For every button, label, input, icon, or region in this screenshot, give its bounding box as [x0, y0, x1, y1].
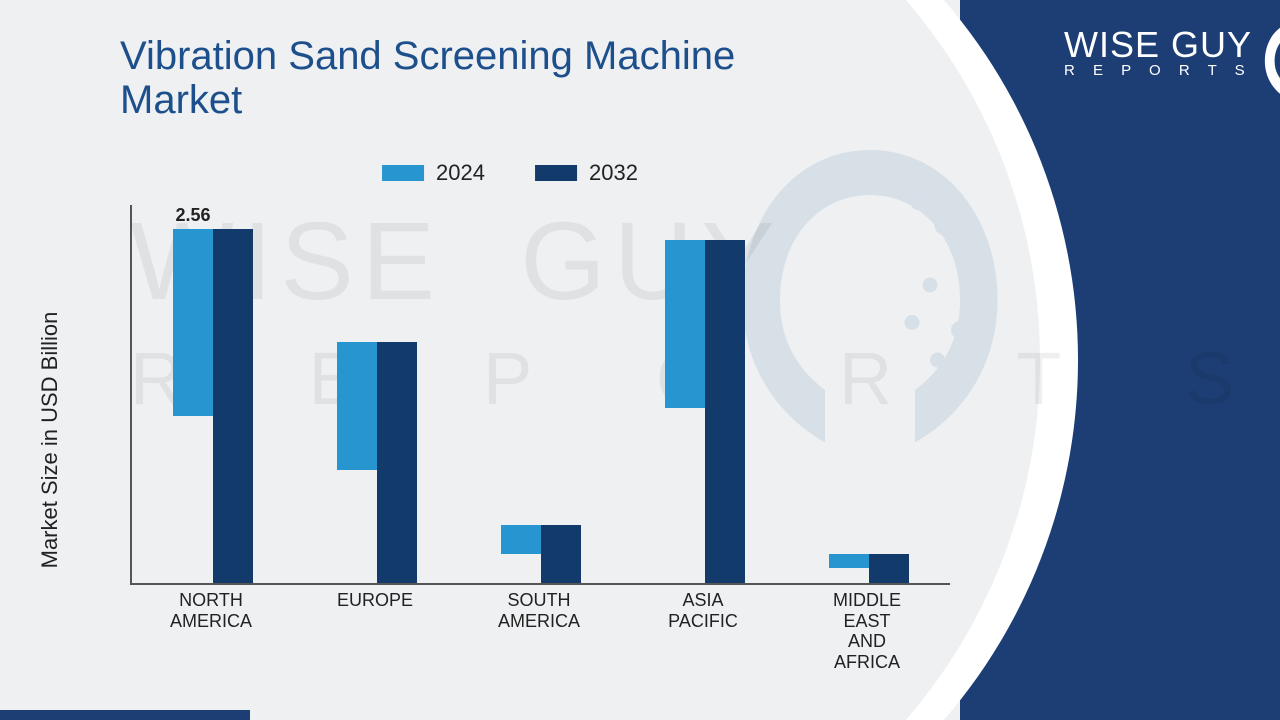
legend-swatch-2032: [535, 165, 577, 181]
legend-label-2024: 2024: [436, 160, 485, 186]
page: WISE GUY R E P O R T S Vibration Sand Sc…: [0, 0, 1280, 720]
legend-swatch-2024: [382, 165, 424, 181]
category-label: EUROPE: [310, 590, 440, 611]
legend-label-2032: 2032: [589, 160, 638, 186]
bar-2024: [337, 342, 377, 470]
category-label: ASIAPACIFIC: [638, 590, 768, 631]
legend-item-2024: 2024: [382, 160, 485, 186]
bar-2024: [829, 554, 869, 569]
bar-2024: [665, 240, 705, 408]
bar-2032: [213, 229, 253, 583]
bar-2032: [705, 240, 745, 583]
brand-name-line2: R E P O R T S: [1064, 62, 1252, 79]
plot-area: 2.56: [130, 205, 950, 585]
bar-group: [476, 525, 606, 583]
bar-2024: 2.56: [173, 229, 213, 416]
brand-name-line1: WISE GUY: [1064, 24, 1252, 66]
bar-group: [312, 342, 442, 583]
bar-2032: [541, 525, 581, 583]
category-label: NORTHAMERICA: [146, 590, 276, 631]
chart-title: Vibration Sand Screening Machine Market: [120, 34, 840, 122]
brand-head-icon: [1259, 18, 1280, 104]
legend-item-2032: 2032: [535, 160, 638, 186]
bar-2032: [869, 554, 909, 583]
category-label: SOUTHAMERICA: [474, 590, 604, 631]
bar-group: 2.56: [148, 229, 278, 583]
category-label: MIDDLEEASTANDAFRICA: [802, 590, 932, 673]
chart-legend: 2024 2032: [382, 160, 638, 186]
brand-logo: WISE GUY R E P O R T S: [1064, 24, 1252, 79]
bar-2032: [377, 342, 417, 583]
bar-group: [640, 240, 770, 583]
y-axis-label: Market Size in USD Billion: [37, 312, 63, 569]
bottom-accent-bar: [0, 710, 250, 720]
bar-chart: Market Size in USD Billion 2024 2032 2.5…: [60, 160, 960, 720]
bar-value-label: 2.56: [175, 205, 210, 226]
bar-2024: [501, 525, 541, 554]
bar-group: [804, 554, 934, 583]
